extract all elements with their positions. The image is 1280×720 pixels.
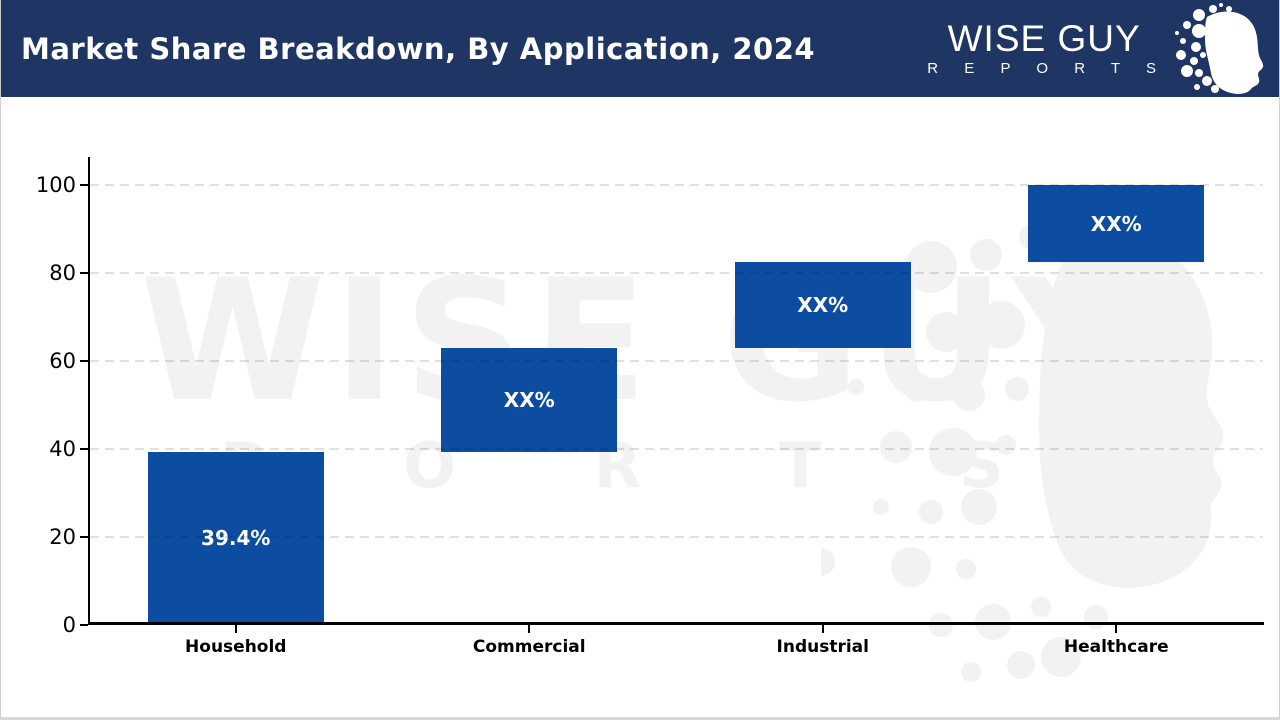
x-tick-mark xyxy=(821,625,824,633)
y-tick-label: 100 xyxy=(35,173,76,197)
header: Market Share Breakdown, By Application, … xyxy=(1,0,1279,97)
bar-value-label: XX% xyxy=(1090,211,1142,236)
y-axis-line xyxy=(88,157,90,625)
y-tick-label: 40 xyxy=(49,437,76,461)
bar-commercial: XX% xyxy=(441,347,618,452)
plot-area: WISE GUY P O R T S 0 20 40 60 80 100 39.4% Hous… xyxy=(1,97,1279,717)
x-tick-mark xyxy=(234,625,237,633)
page-title: Market Share Breakdown, By Application, … xyxy=(21,31,816,66)
bar-value-label: XX% xyxy=(503,387,555,412)
x-tick-mark xyxy=(1115,625,1118,633)
y-tick-label: 0 xyxy=(62,613,76,637)
y-tick-mark xyxy=(80,360,88,362)
bar-household: 39.4% xyxy=(147,451,324,625)
logo-head-icon xyxy=(1175,2,1264,94)
bar-value-label: 39.4% xyxy=(201,526,271,551)
bar-healthcare: XX% xyxy=(1028,185,1205,262)
gridline xyxy=(90,360,1263,362)
y-tick-mark xyxy=(80,536,88,538)
y-tick-mark xyxy=(80,624,88,626)
logo: WISE GUY R E P O R T S xyxy=(921,2,1265,95)
y-tick-mark xyxy=(80,272,88,274)
y-tick-mark xyxy=(80,184,88,186)
x-category-label: Healthcare xyxy=(1063,637,1169,657)
logo-wordmark: WISE GUY xyxy=(947,18,1141,59)
y-tick-label: 60 xyxy=(49,349,76,373)
x-tick-mark xyxy=(528,625,531,633)
x-category-label: Industrial xyxy=(776,637,869,657)
logo-subtitle: R E P O R T S xyxy=(927,60,1167,77)
x-axis-line xyxy=(88,622,1264,625)
y-tick-label: 20 xyxy=(49,525,76,549)
x-category-label: Household xyxy=(185,637,287,657)
gridline xyxy=(90,272,1263,274)
x-category-label: Commercial xyxy=(472,637,586,657)
bar-value-label: XX% xyxy=(797,292,849,317)
bar-industrial: XX% xyxy=(734,262,911,348)
gridline xyxy=(90,448,1263,450)
gridline xyxy=(90,536,1263,538)
watermark-text: WISE GUY P O R T S xyxy=(131,257,1151,497)
logo-text: WISE GUY R E P O R T S xyxy=(921,20,1167,77)
y-tick-label: 80 xyxy=(49,261,76,285)
y-tick-mark xyxy=(80,448,88,450)
gridline xyxy=(90,184,1263,186)
